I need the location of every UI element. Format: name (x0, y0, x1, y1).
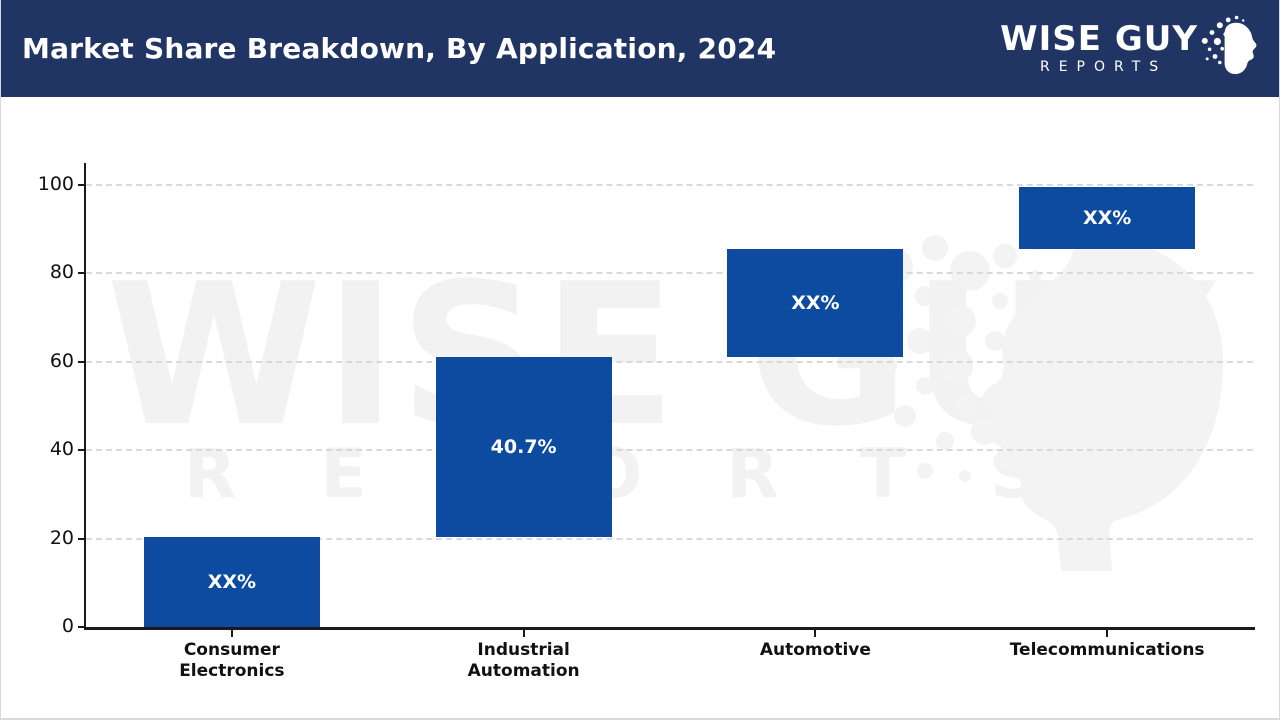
bar-consumer-electronics (143, 537, 320, 627)
y-tick-80 (78, 272, 85, 275)
bar-value-industrial-automation: 40.7% (490, 436, 557, 459)
x-tick-label-industrial-automation: Industrial Automation (467, 640, 580, 681)
bar-telecommunications (1019, 187, 1196, 250)
y-axis-line (84, 163, 86, 629)
x-tick-label-consumer-electronics: Consumer Electronics (179, 640, 285, 681)
y-tick-label-100: 100 (37, 173, 74, 195)
gridline-y20 (86, 537, 1253, 540)
bar-automotive (727, 249, 904, 358)
bar-industrial-automation (435, 357, 612, 538)
gridline-y80 (86, 272, 1253, 275)
x-tick-industrial-automation (522, 630, 525, 637)
x-tick-automotive (814, 630, 817, 637)
x-tick-consumer-electronics (230, 630, 233, 637)
bar-value-telecommunications: XX% (1082, 207, 1132, 230)
y-tick-0 (78, 626, 85, 628)
page-title: Market Share Breakdown, By Application, … (22, 32, 777, 65)
gridline-y60 (86, 360, 1253, 363)
gridline-y40 (86, 449, 1253, 452)
wiseguy-logo-line1: WISE GUY (1000, 19, 1198, 59)
wiseguy-logo: WISE GUY REPORTS (1000, 8, 1266, 90)
y-tick-20 (78, 537, 85, 540)
y-tick-60 (78, 360, 85, 363)
header-bar: Market Share Breakdown, By Application, … (0, 0, 1280, 97)
y-tick-label-40: 40 (49, 438, 74, 461)
wiseguy-head-icon (1201, 15, 1257, 74)
bar-value-consumer-electronics: XX% (207, 571, 257, 594)
x-tick-label-automotive: Automotive (759, 640, 871, 660)
x-tick-label-telecommunications: Telecommunications (1009, 640, 1205, 660)
bar-value-automotive: XX% (791, 292, 840, 315)
y-tick-label-80: 80 (49, 261, 74, 284)
wiseguy-logo-text: WISE GUY REPORTS (1000, 21, 1198, 76)
watermark-head-icon (877, 232, 1224, 571)
y-tick-label-0: 0 (61, 615, 74, 637)
y-tick-label-60: 60 (49, 349, 74, 372)
y-tick-100 (78, 184, 85, 186)
gridline-y100 (86, 184, 1253, 186)
x-tick-telecommunications (1106, 630, 1109, 637)
x-axis-line (84, 627, 1255, 630)
y-tick-40 (78, 449, 85, 452)
wiseguy-logo-line2: REPORTS (1039, 59, 1168, 75)
y-tick-label-20: 20 (49, 526, 74, 549)
